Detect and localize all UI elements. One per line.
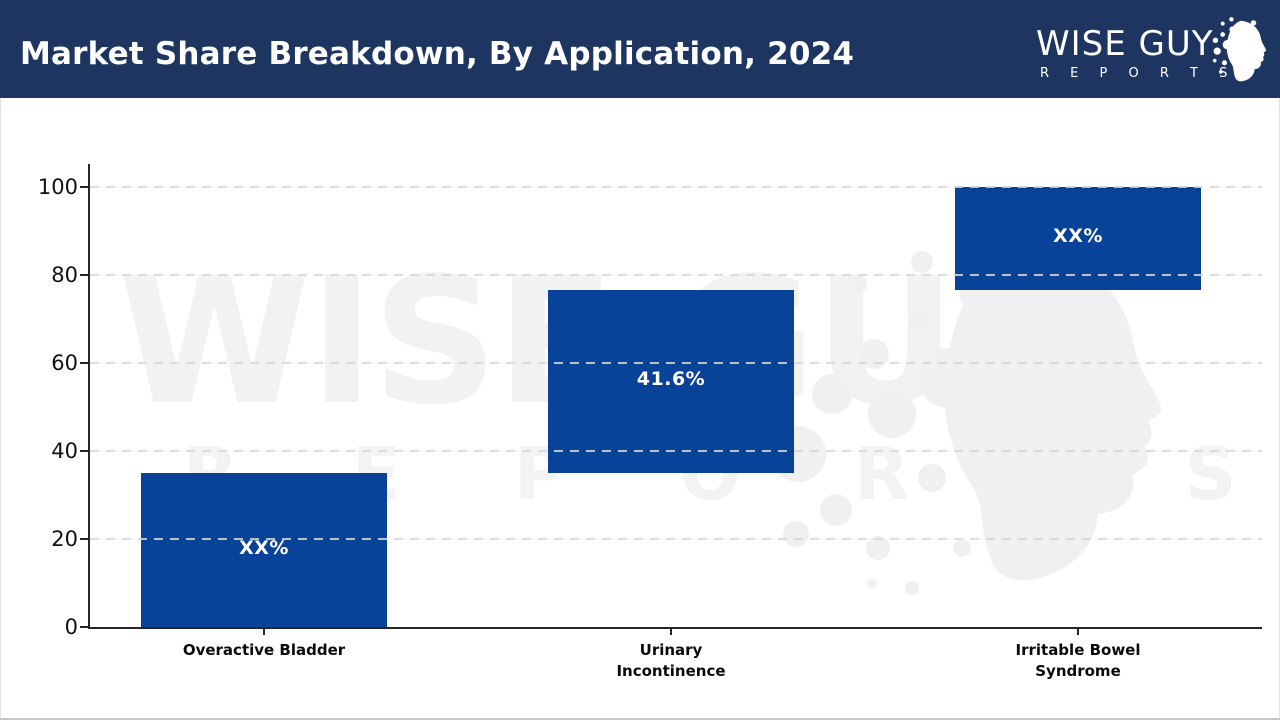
bar-2 [548, 289, 794, 473]
y-axis-tick-label: 20 [51, 527, 78, 551]
page-title: Market Share Breakdown, By Application, … [20, 36, 855, 72]
y-axis-tick-label: 100 [37, 175, 78, 199]
y-axis-tick-label: 40 [51, 439, 78, 463]
header-bar: Market Share Breakdown, By Application, … [0, 0, 1280, 98]
bottom-border-line [0, 718, 1280, 720]
y-tickmark [80, 626, 88, 628]
gridline-y80 [90, 274, 1262, 276]
x-tickmark [263, 627, 265, 635]
y-tickmark [80, 274, 88, 276]
y-tickmark [80, 538, 88, 540]
logo-wordmark: WISE GUY [1036, 24, 1214, 64]
y-axis-tick-label: 60 [51, 351, 78, 375]
y-tickmark [80, 362, 88, 364]
bar-value-label: XX% [1053, 225, 1103, 248]
wise-guy-reports-logo: WISE GUY R E P O R T S [1014, 6, 1272, 94]
gridline-y100 [90, 186, 1262, 188]
logo-subtitle: R E P O R T S [1040, 66, 1236, 81]
y-axis-tick-label: 80 [51, 263, 78, 287]
gridline-y60 [90, 362, 1262, 364]
bar-1 [141, 473, 387, 627]
y-axis-tick-label: 0 [64, 615, 78, 639]
gridline-y20 [90, 538, 1262, 540]
y-axis-spine [88, 164, 90, 629]
logo-face-icon [1212, 17, 1267, 82]
bar-3 [955, 187, 1201, 290]
x-axis-spine [88, 627, 1262, 629]
x-category-label: Urinary Incontinence [616, 641, 726, 680]
x-category-label: Overactive Bladder [182, 641, 346, 659]
bar-value-label: 41.6% [636, 368, 706, 391]
y-tickmark [80, 450, 88, 452]
x-category-label: Irritable Bowel Syndrome [1015, 641, 1141, 680]
y-tickmark [80, 186, 88, 188]
x-tickmark [1077, 627, 1079, 635]
gridline-y40 [90, 450, 1262, 452]
x-tickmark [670, 627, 672, 635]
bar-value-label: XX% [239, 537, 289, 559]
